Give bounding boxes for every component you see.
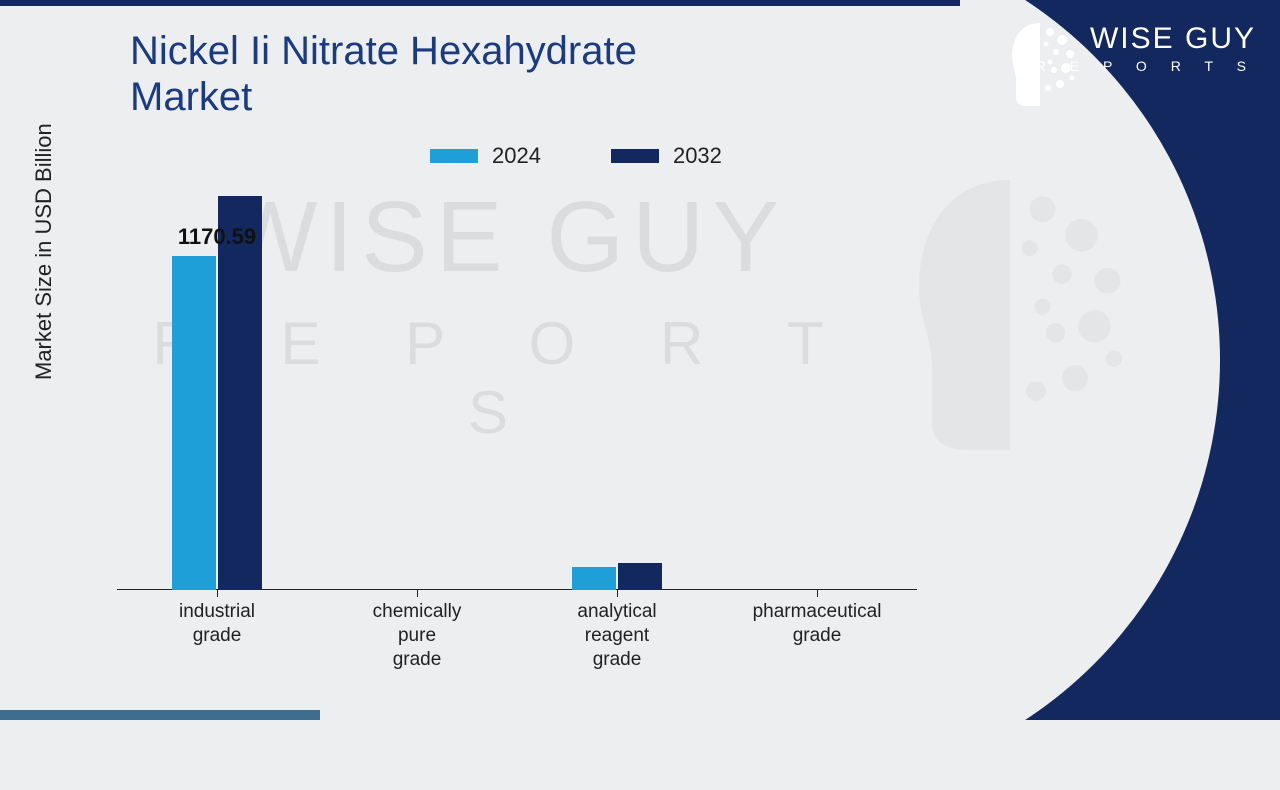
chart-title: Nickel Ii Nitrate Hexahydrate Market [130, 28, 770, 120]
data-label: 1170.59 [178, 224, 256, 250]
bar [218, 196, 262, 590]
x-tick-label: pharmaceuticalgrade [717, 600, 917, 648]
bar [572, 567, 616, 590]
x-tick [817, 590, 818, 597]
x-tick-label: chemicallypuregrade [317, 600, 517, 671]
bar [172, 256, 216, 590]
top-border [0, 0, 960, 6]
bottom-accent [0, 710, 320, 720]
x-tick [417, 590, 418, 597]
chart-area: Market Size in USD Billion industrialgra… [85, 150, 935, 706]
y-axis-label: Market Size in USD Billion [31, 123, 57, 380]
bars [172, 196, 262, 590]
brand-head-icon [1000, 18, 1080, 108]
bar [618, 563, 662, 590]
x-tick [217, 590, 218, 597]
bars [572, 563, 662, 590]
x-tick [617, 590, 618, 597]
x-tick-label: industrialgrade [117, 600, 317, 648]
x-tick-label: analyticalreagentgrade [517, 600, 717, 671]
plot-area: industrialgrade1170.59chemicallypuregrad… [117, 190, 917, 590]
